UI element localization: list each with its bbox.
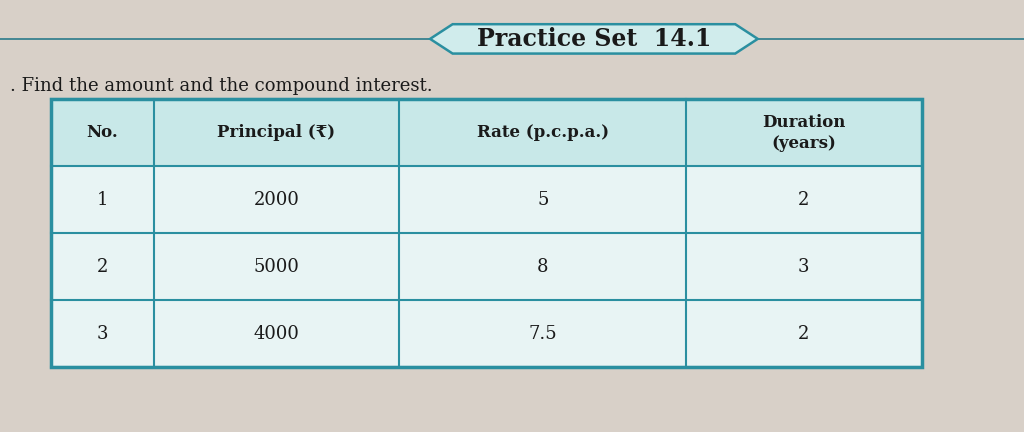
Text: No.: No. bbox=[86, 124, 119, 141]
Text: 3: 3 bbox=[96, 325, 109, 343]
Text: Rate (p.c.p.a.): Rate (p.c.p.a.) bbox=[476, 124, 609, 141]
Text: . Find the amount and the compound interest.: . Find the amount and the compound inter… bbox=[10, 77, 433, 95]
Text: 2: 2 bbox=[96, 258, 109, 276]
FancyBboxPatch shape bbox=[51, 99, 922, 367]
Text: 2: 2 bbox=[798, 191, 810, 209]
Text: Principal (₹): Principal (₹) bbox=[217, 124, 336, 141]
Text: Practice Set  14.1: Practice Set 14.1 bbox=[477, 27, 711, 51]
Text: 8: 8 bbox=[537, 258, 549, 276]
Text: 2: 2 bbox=[798, 325, 810, 343]
Polygon shape bbox=[430, 24, 758, 54]
Text: 3: 3 bbox=[798, 258, 810, 276]
Text: 4000: 4000 bbox=[254, 325, 299, 343]
Text: 2000: 2000 bbox=[254, 191, 299, 209]
Text: 7.5: 7.5 bbox=[528, 325, 557, 343]
Text: 1: 1 bbox=[96, 191, 109, 209]
Text: 5: 5 bbox=[537, 191, 549, 209]
Text: Duration
(years): Duration (years) bbox=[762, 114, 846, 152]
FancyBboxPatch shape bbox=[51, 99, 922, 166]
Text: 5000: 5000 bbox=[254, 258, 299, 276]
